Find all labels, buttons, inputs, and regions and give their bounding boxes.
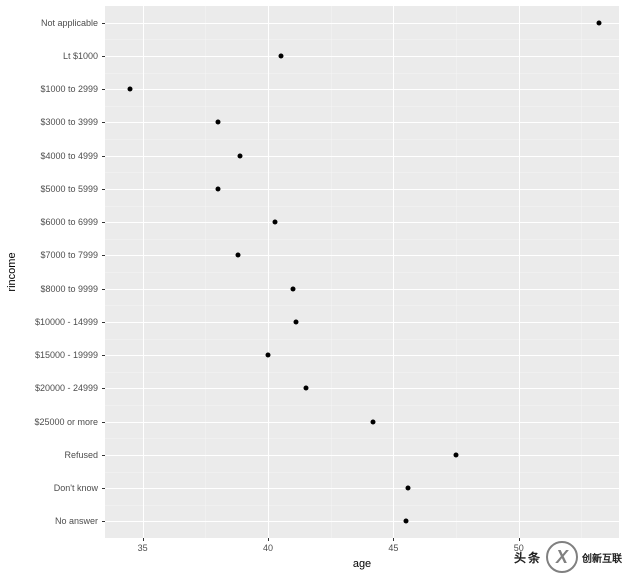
data-point (235, 253, 240, 258)
data-point (403, 519, 408, 524)
y-tick-mark (102, 455, 105, 456)
data-point (215, 120, 220, 125)
grid-line-minor-h (105, 438, 619, 439)
grid-line-major-h (105, 289, 619, 290)
data-point (596, 20, 601, 25)
x-tick-mark (143, 538, 144, 541)
y-tick-label: $15000 - 19999 (0, 350, 98, 360)
y-tick-label: $1000 to 2999 (0, 84, 98, 94)
data-point (454, 452, 459, 457)
grid-line-minor-h (105, 206, 619, 207)
data-point (238, 153, 243, 158)
grid-line-major-h (105, 521, 619, 522)
grid-line-major-h (105, 388, 619, 389)
data-point (293, 319, 298, 324)
data-point (303, 386, 308, 391)
grid-line-minor-h (105, 139, 619, 140)
y-tick-label: $6000 to 6999 (0, 217, 98, 227)
data-point (273, 220, 278, 225)
y-tick-label: No answer (0, 516, 98, 526)
grid-line-minor-h (105, 272, 619, 273)
y-tick-mark (102, 289, 105, 290)
data-point (406, 486, 411, 491)
grid-line-major-h (105, 89, 619, 90)
y-tick-mark (102, 322, 105, 323)
grid-line-major-v (143, 6, 144, 538)
x-tick-mark (519, 538, 520, 541)
y-tick-mark (102, 156, 105, 157)
grid-line-minor-h (105, 472, 619, 473)
grid-line-minor-h (105, 106, 619, 107)
grid-line-major-h (105, 189, 619, 190)
y-tick-mark (102, 255, 105, 256)
y-tick-label: Refused (0, 450, 98, 460)
y-tick-mark (102, 122, 105, 123)
grid-line-major-h (105, 156, 619, 157)
grid-line-major-v (393, 6, 394, 538)
grid-line-major-v (519, 6, 520, 538)
y-tick-mark (102, 521, 105, 522)
y-tick-label: $20000 - 24999 (0, 383, 98, 393)
y-tick-label: Lt $1000 (0, 51, 98, 61)
y-tick-label: Not applicable (0, 18, 98, 28)
grid-line-minor-h (105, 39, 619, 40)
y-tick-label: $5000 to 5999 (0, 184, 98, 194)
grid-line-minor-h (105, 505, 619, 506)
y-tick-mark (102, 189, 105, 190)
data-point (265, 353, 270, 358)
grid-line-major-h (105, 488, 619, 489)
grid-line-major-h (105, 455, 619, 456)
x-tick-label: 35 (138, 543, 148, 553)
grid-line-minor-h (105, 405, 619, 406)
y-tick-label: $4000 to 4999 (0, 151, 98, 161)
x-tick-label: 40 (263, 543, 273, 553)
y-tick-label: $8000 to 9999 (0, 284, 98, 294)
x-tick-label: 50 (514, 543, 524, 553)
grid-line-major-h (105, 222, 619, 223)
grid-line-major-h (105, 255, 619, 256)
grid-line-minor-h (105, 239, 619, 240)
grid-line-minor-h (105, 73, 619, 74)
y-tick-mark (102, 89, 105, 90)
grid-line-major-h (105, 355, 619, 356)
x-tick-mark (393, 538, 394, 541)
y-tick-mark (102, 422, 105, 423)
watermark-logo-letter: X (556, 548, 568, 566)
watermark-logo: X (546, 541, 578, 573)
y-tick-label: $10000 - 14999 (0, 317, 98, 327)
y-tick-mark (102, 23, 105, 24)
x-tick-mark (268, 538, 269, 541)
grid-line-major-h (105, 56, 619, 57)
grid-line-minor-h (105, 305, 619, 306)
y-tick-mark (102, 222, 105, 223)
grid-line-major-h (105, 322, 619, 323)
data-point (278, 53, 283, 58)
chart-frame: age rincome 头条 X 创新互联 35404550No answerD… (0, 0, 628, 579)
y-tick-mark (102, 488, 105, 489)
grid-line-major-v (268, 6, 269, 538)
grid-line-minor-h (105, 372, 619, 373)
grid-line-major-h (105, 422, 619, 423)
y-tick-label: $25000 or more (0, 417, 98, 427)
grid-line-minor-h (105, 339, 619, 340)
data-point (215, 186, 220, 191)
watermark-brand: 创新互联 (582, 550, 622, 565)
y-tick-label: $3000 to 3999 (0, 117, 98, 127)
grid-line-major-h (105, 23, 619, 24)
y-tick-label: Don't know (0, 483, 98, 493)
y-tick-mark (102, 388, 105, 389)
y-tick-label: $7000 to 7999 (0, 250, 98, 260)
plot-panel (105, 6, 619, 538)
watermark: 头条 X 创新互联 (514, 541, 622, 573)
data-point (371, 419, 376, 424)
y-tick-mark (102, 355, 105, 356)
grid-line-minor-h (105, 172, 619, 173)
x-tick-label: 45 (388, 543, 398, 553)
x-axis-title: age (353, 558, 371, 570)
grid-line-major-h (105, 122, 619, 123)
data-point (128, 87, 133, 92)
data-point (291, 286, 296, 291)
y-tick-mark (102, 56, 105, 57)
